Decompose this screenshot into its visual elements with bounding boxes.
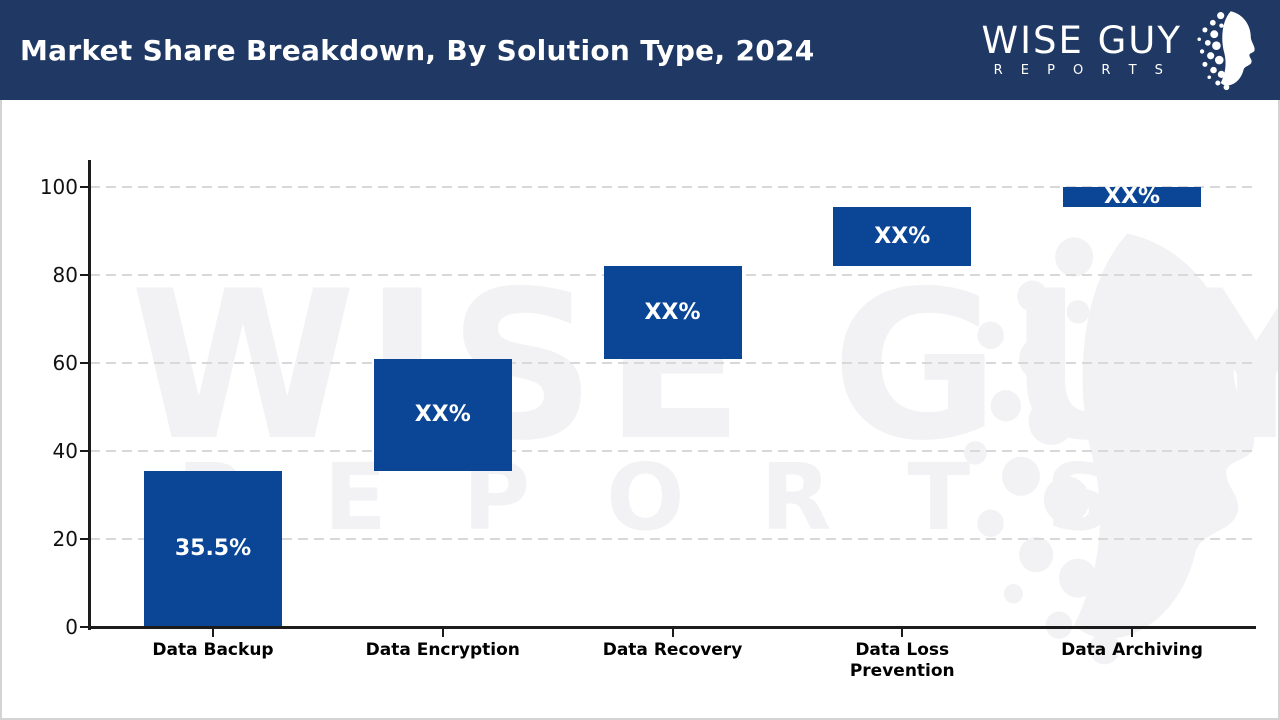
brand-tagline: R E P O R T S — [993, 63, 1170, 78]
y-axis-spine — [88, 160, 91, 630]
bar-data-recovery — [603, 266, 742, 359]
brand-text: WISE GUY R E P O R T S — [982, 22, 1182, 78]
gridline-40 — [90, 450, 1256, 452]
bar-data-encryption — [373, 358, 512, 471]
y-tick-label-100: 100 — [39, 175, 78, 199]
bar-value-label-data-archiving: XX% — [1104, 184, 1160, 210]
brand-logo: WISE GUY R E P O R T S — [982, 7, 1262, 93]
bar-value-label-data-recovery: XX% — [644, 299, 701, 325]
gridline-60 — [90, 362, 1256, 364]
y-tick-label-20: 20 — [52, 527, 78, 551]
bar-value-label-data-loss-prevention: XX% — [874, 223, 931, 249]
x-tick-mark-data-archiving — [1131, 628, 1133, 637]
bar-value-label-data-encryption: XX% — [414, 402, 471, 428]
y-tick-label-0: 0 — [65, 615, 78, 639]
y-tick-mark-80 — [80, 274, 90, 276]
brand-name: WISE GUY — [981, 19, 1182, 62]
x-category-label-data-encryption: Data Encryption — [365, 640, 520, 660]
y-tick-mark-100 — [80, 186, 90, 188]
x-category-label-data-archiving: Data Archiving — [1061, 640, 1203, 660]
y-tick-mark-40 — [80, 450, 90, 452]
y-tick-label-60: 60 — [52, 351, 78, 375]
bar-data-loss-prevention — [833, 206, 972, 267]
gridline-20 — [90, 538, 1256, 540]
plot: 0 20 40 60 80 100 35.5% Data Backup XX% Data Encr… — [2, 100, 1278, 718]
y-tick-mark-60 — [80, 362, 90, 364]
y-tick-label-40: 40 — [52, 439, 78, 463]
y-tick-label-80: 80 — [52, 263, 78, 287]
x-category-label-data-backup: Data Backup — [152, 640, 274, 660]
bar-value-label-data-backup: 35.5% — [174, 536, 252, 562]
x-category-label-data-loss-prevention: Data Loss Prevention — [849, 640, 955, 682]
gridline-100 — [90, 186, 1256, 188]
x-tick-mark-data-backup — [212, 628, 214, 637]
bar-data-archiving — [1063, 187, 1201, 207]
x-tick-mark-data-encryption — [441, 628, 444, 637]
x-axis-spine — [88, 626, 1256, 629]
y-tick-mark-0 — [80, 626, 90, 628]
header: Market Share Breakdown, By Solution Type… — [0, 0, 1280, 100]
x-tick-mark-data-recovery — [671, 628, 674, 637]
watermark-tagline: R E P O R T S — [177, 444, 1135, 551]
x-tick-mark-data-loss-prevention — [901, 628, 904, 637]
watermark-head-icon — [950, 233, 1255, 665]
y-tick-mark-20 — [80, 538, 90, 540]
x-category-label-data-recovery: Data Recovery — [602, 640, 743, 660]
brand-head-icon — [1197, 11, 1255, 91]
chart-area: WISE GUY R E P O R T S 0 20 40 60 80 100 35.5%… — [0, 100, 1280, 720]
bar-data-backup — [144, 470, 282, 627]
page-title: Market Share Breakdown, By Solution Type… — [20, 33, 815, 67]
